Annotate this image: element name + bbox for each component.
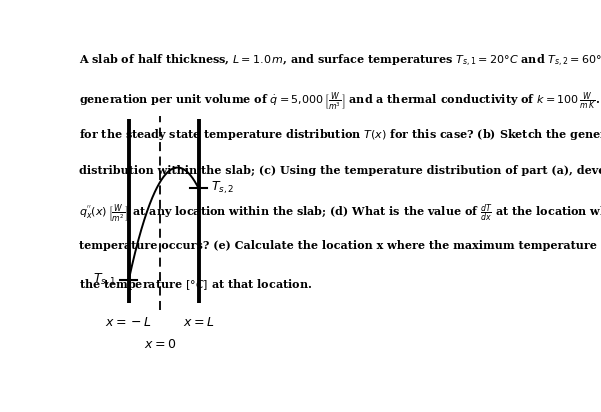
Text: temperature occurs? (e) Calculate the location x where the maximum temperature o: temperature occurs? (e) Calculate the lo… [79, 240, 601, 251]
Text: A slab of half thickness, $L = 1.0\,m$, and surface temperatures $T_{s,1} = 20°C: A slab of half thickness, $L = 1.0\,m$, … [79, 53, 601, 69]
Text: $T_{s,2}$: $T_{s,2}$ [211, 180, 234, 197]
Text: $q_x^{''}(x)\,\left[\frac{W}{m^2}\right]$ at any location within the slab; (d) W: $q_x^{''}(x)\,\left[\frac{W}{m^2}\right]… [79, 202, 601, 225]
Text: generation per unit volume of $\dot{q} = 5{,}000\,\left[\frac{W}{m^3}\right]$ an: generation per unit volume of $\dot{q} =… [79, 90, 601, 113]
Text: distribution within the slab; (c) Using the temperature distribution of part (a): distribution within the slab; (c) Using … [79, 165, 601, 176]
Text: the temperature $[°C]$ at that location.: the temperature $[°C]$ at that location. [79, 277, 312, 292]
Text: for the steady state temperature distribution $T(x)$ for this case? (b) Sketch t: for the steady state temperature distrib… [79, 127, 601, 143]
Text: $x = L$: $x = L$ [183, 316, 214, 329]
Text: $x = 0$: $x = 0$ [144, 338, 177, 351]
Text: $T_{s,1}$: $T_{s,1}$ [93, 272, 117, 288]
Text: $x = -L$: $x = -L$ [105, 316, 152, 329]
